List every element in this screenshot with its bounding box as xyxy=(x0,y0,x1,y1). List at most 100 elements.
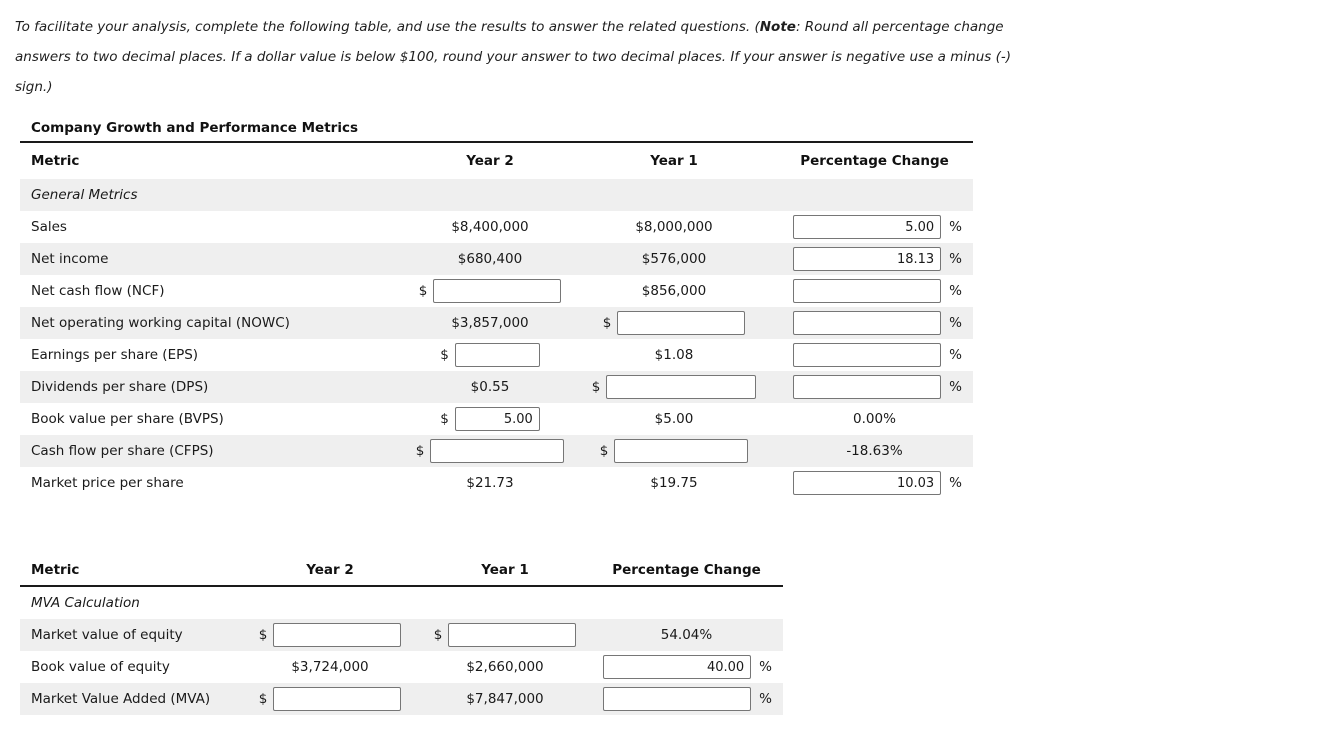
table-header-row: Metric Year 2 Year 1 Percentage Change xyxy=(20,555,783,587)
market-price-pct-cell: % xyxy=(776,471,973,495)
dollar-sign: $ xyxy=(440,411,449,427)
net-income-year2-value: $680,400 xyxy=(457,251,523,267)
bvps-year1-value: $5.00 xyxy=(654,411,694,427)
mve-year2-input[interactable] xyxy=(273,623,402,647)
bve-year1-value: $2,660,000 xyxy=(466,659,544,675)
table-row: Market price per share $21.73 $19.75 % xyxy=(20,467,973,499)
percent-sign: % xyxy=(949,283,962,299)
header-metric: Metric xyxy=(31,562,80,578)
nowc-year1-input[interactable] xyxy=(617,311,746,335)
table-row: Dividends per share (DPS) $0.55 $ % xyxy=(20,371,973,403)
nowc-pct-input[interactable] xyxy=(793,311,942,335)
dps-year1-cell: $ xyxy=(572,375,776,399)
instructions-line-3: sign.) xyxy=(15,79,53,95)
sales-year1-value: $8,000,000 xyxy=(635,219,713,235)
sales-year2-value: $8,400,000 xyxy=(451,219,529,235)
mva-year2-cell: $ xyxy=(240,687,420,711)
dollar-sign: $ xyxy=(591,379,601,395)
section-label: MVA Calculation xyxy=(31,595,140,611)
nowc-year2-value: $3,857,000 xyxy=(451,315,529,331)
mva-pct-input[interactable] xyxy=(603,687,752,711)
eps-year2-input[interactable] xyxy=(454,343,540,367)
net-income-year1-value: $576,000 xyxy=(641,251,707,267)
mve-pct-value: 54.04% xyxy=(660,627,713,643)
dollar-sign: $ xyxy=(433,627,443,643)
dps-year2-value: $0.55 xyxy=(470,379,510,395)
table-row: Market Value Added (MVA) $ $7,847,000 % xyxy=(20,683,783,715)
table-header-row: Metric Year 2 Year 1 Percentage Change xyxy=(20,143,973,179)
note-word: Note xyxy=(759,19,796,35)
metric-label: Dividends per share (DPS) xyxy=(31,379,209,395)
percent-sign: % xyxy=(759,659,772,675)
bve-pct-cell: % xyxy=(590,655,783,679)
table-row: Cash flow per share (CFPS) $ $ -18.63% xyxy=(20,435,973,467)
bvps-pct-value: 0.00% xyxy=(853,411,896,427)
table-row: Book value of equity $3,724,000 $2,660,0… xyxy=(20,651,783,683)
metric-label: Cash flow per share (CFPS) xyxy=(31,443,214,459)
percent-sign: % xyxy=(759,691,772,707)
eps-pct-input[interactable] xyxy=(793,343,942,367)
dps-pct-input[interactable] xyxy=(793,375,942,399)
mve-year2-cell: $ xyxy=(240,623,420,647)
header-metric: Metric xyxy=(31,153,80,169)
instructions-line-2: answers to two decimal places. If a doll… xyxy=(15,49,1011,65)
eps-year2-cell: $ xyxy=(408,343,572,367)
table-row: Book value per share (BVPS) $ $5.00 0.00… xyxy=(20,403,973,435)
metric-label: Net income xyxy=(31,251,109,267)
mve-year1-cell: $ xyxy=(420,623,590,647)
mva-year2-input[interactable] xyxy=(273,687,402,711)
ncf-pct-cell: % xyxy=(776,279,973,303)
header-year2: Year 2 xyxy=(306,562,354,578)
dollar-sign: $ xyxy=(418,283,428,299)
instructions-text: To facilitate your analysis, complete th… xyxy=(0,0,1327,102)
metric-label: Earnings per share (EPS) xyxy=(31,347,199,363)
percent-sign: % xyxy=(949,219,962,235)
table-row: Net cash flow (NCF) $ $856,000 % xyxy=(20,275,973,307)
net-income-pct-cell: % xyxy=(776,247,973,271)
percent-sign: % xyxy=(949,315,962,331)
dollar-sign: $ xyxy=(258,691,268,707)
eps-year1-value: $1.08 xyxy=(654,347,694,363)
metric-label: Market Value Added (MVA) xyxy=(31,691,211,707)
table-row: Sales $8,400,000 $8,000,000 % xyxy=(20,211,973,243)
mve-year1-input[interactable] xyxy=(448,623,577,647)
ncf-pct-input[interactable] xyxy=(793,279,942,303)
table-row: Net operating working capital (NOWC) $3,… xyxy=(20,307,973,339)
percent-sign: % xyxy=(949,379,962,395)
metric-label: Net cash flow (NCF) xyxy=(31,283,165,299)
cfps-pct-value: -18.63% xyxy=(846,443,903,459)
eps-pct-cell: % xyxy=(776,343,973,367)
percent-sign: % xyxy=(949,251,962,267)
dollar-sign: $ xyxy=(602,315,612,331)
bve-pct-input[interactable] xyxy=(603,655,752,679)
dps-year1-input[interactable] xyxy=(606,375,757,399)
table-title: Company Growth and Performance Metrics xyxy=(20,118,973,143)
metric-label: Market value of equity xyxy=(31,627,183,643)
market-price-pct-input[interactable] xyxy=(793,471,942,495)
ncf-year2-input[interactable] xyxy=(433,279,562,303)
dollar-sign: $ xyxy=(440,347,449,363)
header-year1: Year 1 xyxy=(481,562,529,578)
cfps-year2-cell: $ xyxy=(408,439,572,463)
mva-pct-cell: % xyxy=(590,687,783,711)
metric-label: Book value of equity xyxy=(31,659,170,675)
net-income-pct-input[interactable] xyxy=(793,247,942,271)
header-percentage-change: Percentage Change xyxy=(612,562,761,578)
dps-pct-cell: % xyxy=(776,375,973,399)
bve-year2-value: $3,724,000 xyxy=(291,659,369,675)
metric-label: Sales xyxy=(31,219,67,235)
instructions-line-1: To facilitate your analysis, complete th… xyxy=(15,12,1287,42)
cfps-year2-input[interactable] xyxy=(430,439,565,463)
nowc-pct-cell: % xyxy=(776,311,973,335)
sales-pct-input[interactable] xyxy=(793,215,942,239)
cfps-year1-input[interactable] xyxy=(614,439,749,463)
percent-sign: % xyxy=(949,475,962,491)
instructions-segment: : Round all percentage change xyxy=(795,19,1004,35)
market-price-year2-value: $21.73 xyxy=(466,475,514,491)
section-label: General Metrics xyxy=(31,187,138,203)
bvps-year2-cell: $ xyxy=(408,407,572,431)
bvps-year2-input[interactable] xyxy=(454,407,540,431)
header-year2: Year 2 xyxy=(466,153,514,169)
percent-sign: % xyxy=(949,347,962,363)
dollar-sign: $ xyxy=(415,443,425,459)
